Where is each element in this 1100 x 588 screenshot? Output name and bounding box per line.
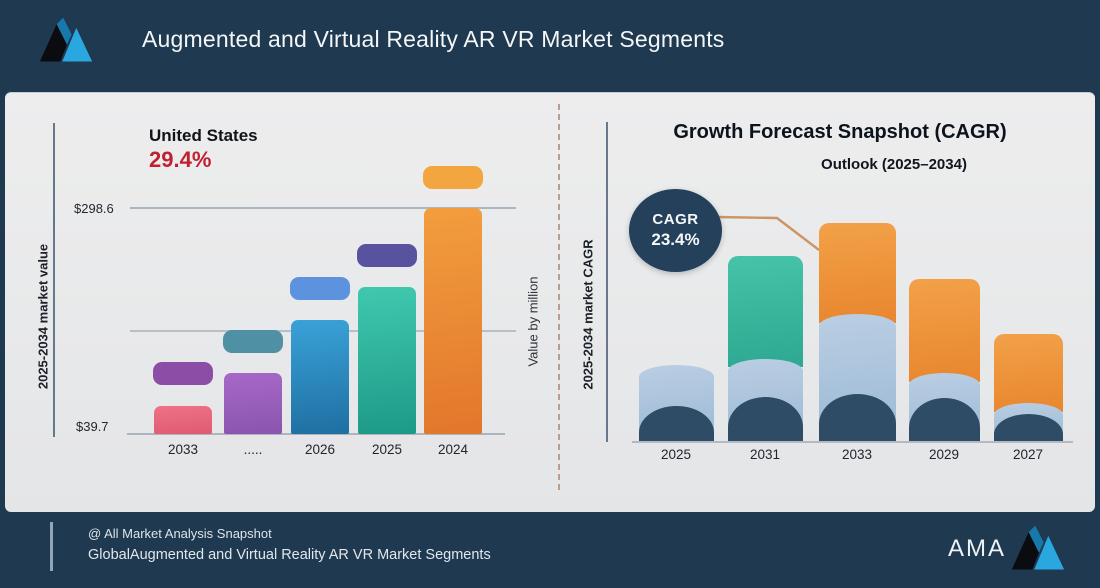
right-chart-title: Growth Forecast Snapshot (CAGR): [673, 121, 1007, 143]
right-baseline: [632, 441, 1073, 443]
stack-base-2029: [908, 397, 980, 441]
logo-darkblue-peak: [1028, 525, 1044, 553]
left-x-label-.....: .....: [243, 442, 263, 457]
stack-top-2029: [908, 278, 980, 383]
bar-2024: [424, 207, 482, 434]
stack-base-2027: [993, 413, 1063, 441]
logo-darkblue-peak: [56, 17, 72, 45]
bar-cap-2025: [357, 244, 417, 268]
bar-cap-2024: [423, 165, 483, 189]
stack-top-2027: [993, 334, 1063, 413]
cagr-connector-line: [716, 215, 820, 251]
footer-divider-rule: [50, 522, 53, 571]
right-x-label-2027: 2027: [1012, 447, 1044, 462]
cagr-badge: CAGR 23.4%: [629, 189, 722, 272]
right-x-label-2025: 2025: [660, 447, 692, 462]
left-x-label-2024: 2024: [437, 442, 469, 457]
stack-base-2025: [638, 405, 714, 441]
left-ytick-top-label: $298.6: [74, 201, 114, 216]
bar-cap-2033: [153, 362, 213, 386]
logo-lightblue-peak: [1034, 535, 1065, 570]
right-x-label-2031: 2031: [749, 447, 781, 462]
panel-divider: [558, 104, 560, 490]
stack-top-2033: [818, 222, 896, 323]
stack-top-2031: [727, 256, 803, 368]
left-x-label-2026: 2026: [304, 442, 336, 457]
footer-report-title: GlobalAugmented and Virtual Reality AR V…: [88, 547, 491, 563]
left-chart-highlight-value: 29.4%: [149, 147, 212, 172]
bar-.....: [224, 372, 282, 434]
right-y-axis-line: [606, 122, 608, 442]
right-x-label-2033: 2033: [841, 447, 873, 462]
left-ytick-bottom-label: $39.7: [76, 419, 109, 434]
ama-logo-icon: [39, 17, 93, 62]
right-x-label-2029: 2029: [928, 447, 960, 462]
logo-black-peak: [1011, 532, 1039, 570]
left-chart-title: United States: [149, 126, 258, 145]
footer-ama-logo-icon: [1011, 525, 1065, 570]
left-y-axis-line: [53, 123, 55, 437]
stack-base-2031: [727, 397, 803, 441]
left-x-label-2025: 2025: [371, 442, 403, 457]
footer-brand-text: AMA: [948, 535, 1007, 562]
bar-cap-2026: [290, 277, 350, 301]
logo-black-peak: [39, 24, 67, 62]
logo-lightblue-peak: [62, 27, 93, 62]
page-title: Augmented and Virtual Reality AR VR Mark…: [142, 26, 725, 52]
bar-2025: [358, 287, 416, 434]
bar-2026: [291, 320, 349, 434]
cagr-badge-label: CAGR: [652, 211, 699, 228]
cagr-badge-value: 23.4%: [651, 230, 700, 249]
left-gridline-top: [130, 207, 516, 209]
footer-attribution: @ All Market Analysis Snapshot: [88, 526, 272, 541]
right-chart-subtitle: Outlook (2025–2034): [821, 156, 967, 173]
bar-cap-.....: [223, 329, 283, 353]
left-x-label-2033: 2033: [167, 442, 199, 457]
stack-base-2033: [818, 394, 896, 441]
bar-2033: [154, 405, 212, 434]
